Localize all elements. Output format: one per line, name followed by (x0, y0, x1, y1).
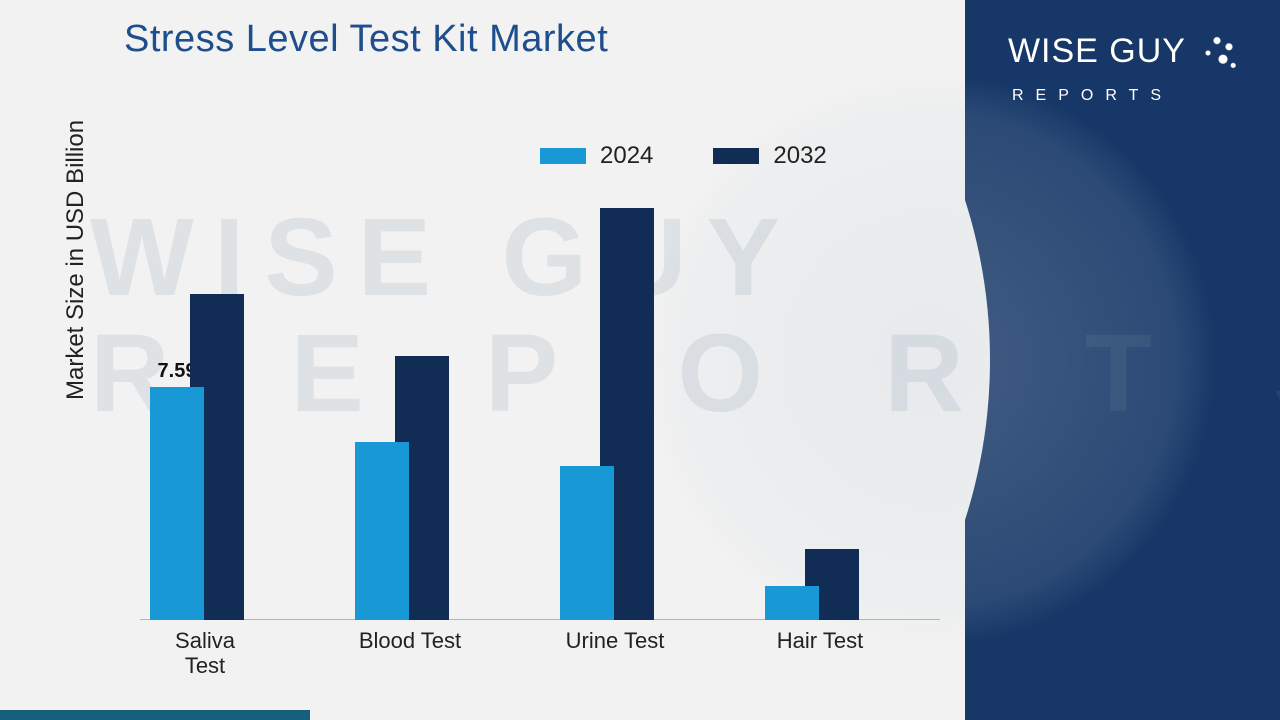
bar-2024-3 (765, 586, 819, 620)
x-axis-label: Urine Test (535, 620, 695, 653)
x-axis-label: Hair Test (740, 620, 900, 653)
chart-title: Stress Level Test Kit Market (124, 18, 608, 61)
x-axis-label: Blood Test (330, 620, 490, 653)
bottom-accent-bar (0, 710, 310, 720)
brand-line1: WISE GUY (1008, 32, 1186, 70)
legend-swatch-2024 (540, 148, 586, 164)
x-axis-label: Saliva Test (125, 620, 285, 679)
side-panel (965, 0, 1280, 720)
legend: 2024 2032 (540, 142, 827, 170)
brand-logo: WISE GUY REPORTS (1008, 22, 1250, 104)
legend-item-2024: 2024 (540, 142, 653, 170)
infographic-canvas: WISE GUY REPORTS Stress Level Test Kit M… (0, 0, 1280, 720)
plot-area: Saliva TestBlood TestUrine TestHair Test… (140, 190, 940, 620)
legend-swatch-2032 (713, 148, 759, 164)
y-axis-label: Market Size in USD Billion (62, 120, 90, 400)
bar-2024-1 (355, 442, 409, 620)
legend-item-2032: 2032 (713, 142, 826, 170)
brand-head-icon (1190, 22, 1250, 84)
bar-2024-0 (150, 387, 204, 620)
bar-2024-2 (560, 466, 614, 620)
legend-label-2024: 2024 (600, 142, 653, 170)
brand-line2: REPORTS (1008, 88, 1250, 104)
legend-label-2032: 2032 (773, 142, 826, 170)
